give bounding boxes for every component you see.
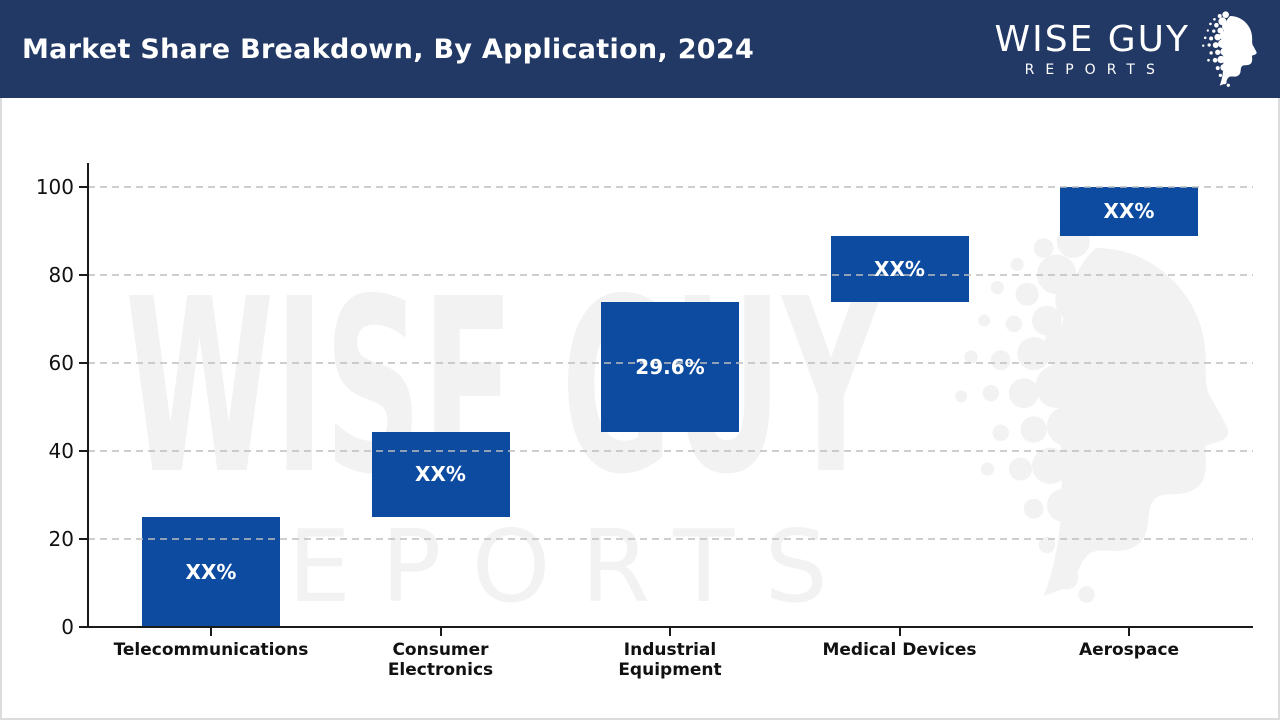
y-tick-mark: [79, 274, 88, 277]
bar-value-label: XX%: [874, 256, 925, 281]
bar-segment: XX%: [371, 431, 510, 518]
logo-face-icon: [1202, 11, 1257, 87]
gridline: [88, 538, 1253, 541]
bar-value-label: 29.6%: [635, 354, 705, 379]
brand-logo-text: WISE GUY REPORTS: [994, 18, 1191, 78]
bar-segment: XX%: [142, 517, 280, 627]
x-tick-mark: [439, 628, 442, 636]
y-tick-label: 100: [35, 175, 74, 200]
y-tick-mark: [79, 538, 88, 541]
logo-face-use: [1202, 11, 1257, 87]
bar-segment: XX%: [830, 235, 969, 302]
x-tick-mark: [210, 628, 212, 636]
brand-logo: WISE GUY REPORTS: [995, 9, 1259, 89]
y-tick-mark: [79, 626, 88, 628]
header: Market Share Breakdown, By Application, …: [0, 0, 1280, 98]
y-tick-mark: [79, 450, 88, 453]
bar-segment: 29.6%: [601, 301, 739, 432]
category-label: Aerospace: [1078, 640, 1180, 660]
gridline: [88, 186, 1253, 189]
category-label: Medical Devices: [822, 640, 977, 660]
bar-value-label: XX%: [185, 560, 237, 585]
y-tick-label: 0: [61, 615, 74, 639]
category-label: Industrial Equipment: [618, 640, 722, 681]
x-tick-mark: [898, 628, 901, 636]
gridline: [88, 274, 1253, 277]
y-tick-label: 60: [48, 351, 74, 376]
watermark-line2: REPORTS: [188, 508, 828, 625]
x-axis-line: [87, 626, 1253, 628]
y-axis-line: [87, 163, 89, 628]
y-tick-label: 80: [48, 263, 74, 288]
x-tick-mark: [1128, 628, 1130, 636]
gridline: [88, 362, 1253, 365]
y-tick-mark: [79, 186, 88, 189]
y-tick-mark: [79, 362, 88, 365]
y-tick-label: 40: [48, 439, 74, 464]
category-label: Telecommunications: [113, 640, 309, 660]
category-label: Consumer Electronics: [387, 640, 494, 681]
bar-value-label: XX%: [1103, 199, 1155, 224]
brand-name: WISE GUY: [994, 18, 1190, 60]
bar-segment: XX%: [1060, 187, 1198, 236]
page-title: Market Share Breakdown, By Application, …: [22, 33, 755, 65]
bar-value-label: XX%: [415, 462, 466, 487]
brand-subtitle: REPORTS: [1024, 61, 1166, 78]
gridline: [88, 450, 1253, 453]
x-tick-mark: [669, 628, 671, 636]
y-tick-label: 20: [48, 527, 74, 552]
